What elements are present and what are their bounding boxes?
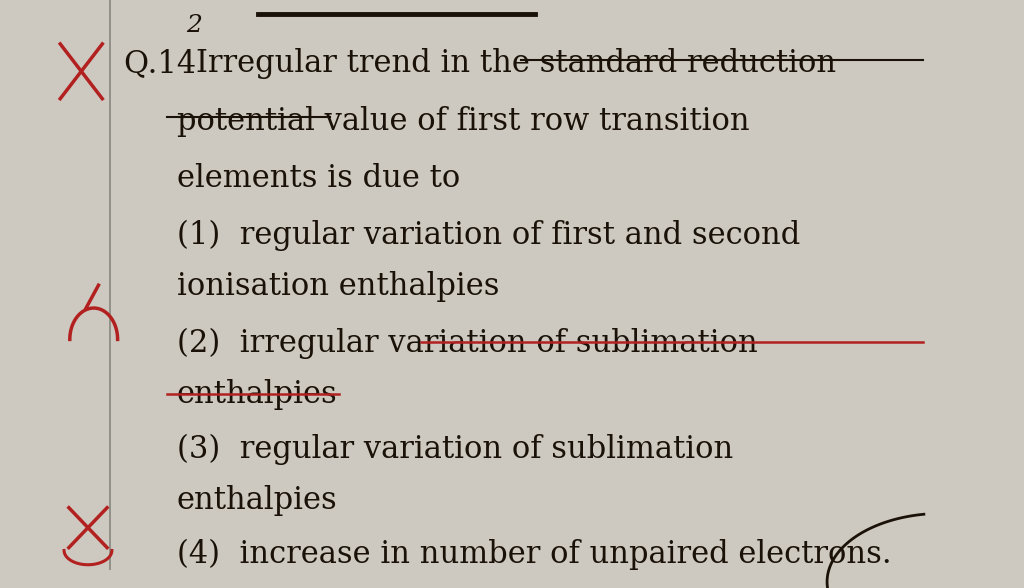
Text: ionisation enthalpies: ionisation enthalpies: [177, 271, 500, 302]
Text: Q.14: Q.14: [124, 48, 206, 79]
Text: 2: 2: [186, 14, 203, 37]
Text: (3)  regular variation of sublimation: (3) regular variation of sublimation: [177, 433, 733, 465]
Text: enthalpies: enthalpies: [177, 485, 338, 516]
Text: enthalpies: enthalpies: [177, 379, 338, 410]
Text: (1)  regular variation of first and second: (1) regular variation of first and secon…: [177, 220, 800, 251]
Text: potential value of first row transition: potential value of first row transition: [177, 105, 750, 136]
Text: (4)  increase in number of unpaired electrons.: (4) increase in number of unpaired elect…: [177, 539, 892, 570]
Text: (2)  irregular variation of sublimation: (2) irregular variation of sublimation: [177, 328, 758, 359]
Text: elements is due to: elements is due to: [177, 162, 460, 193]
Text: Irregular trend in the standard reduction: Irregular trend in the standard reductio…: [196, 48, 837, 79]
